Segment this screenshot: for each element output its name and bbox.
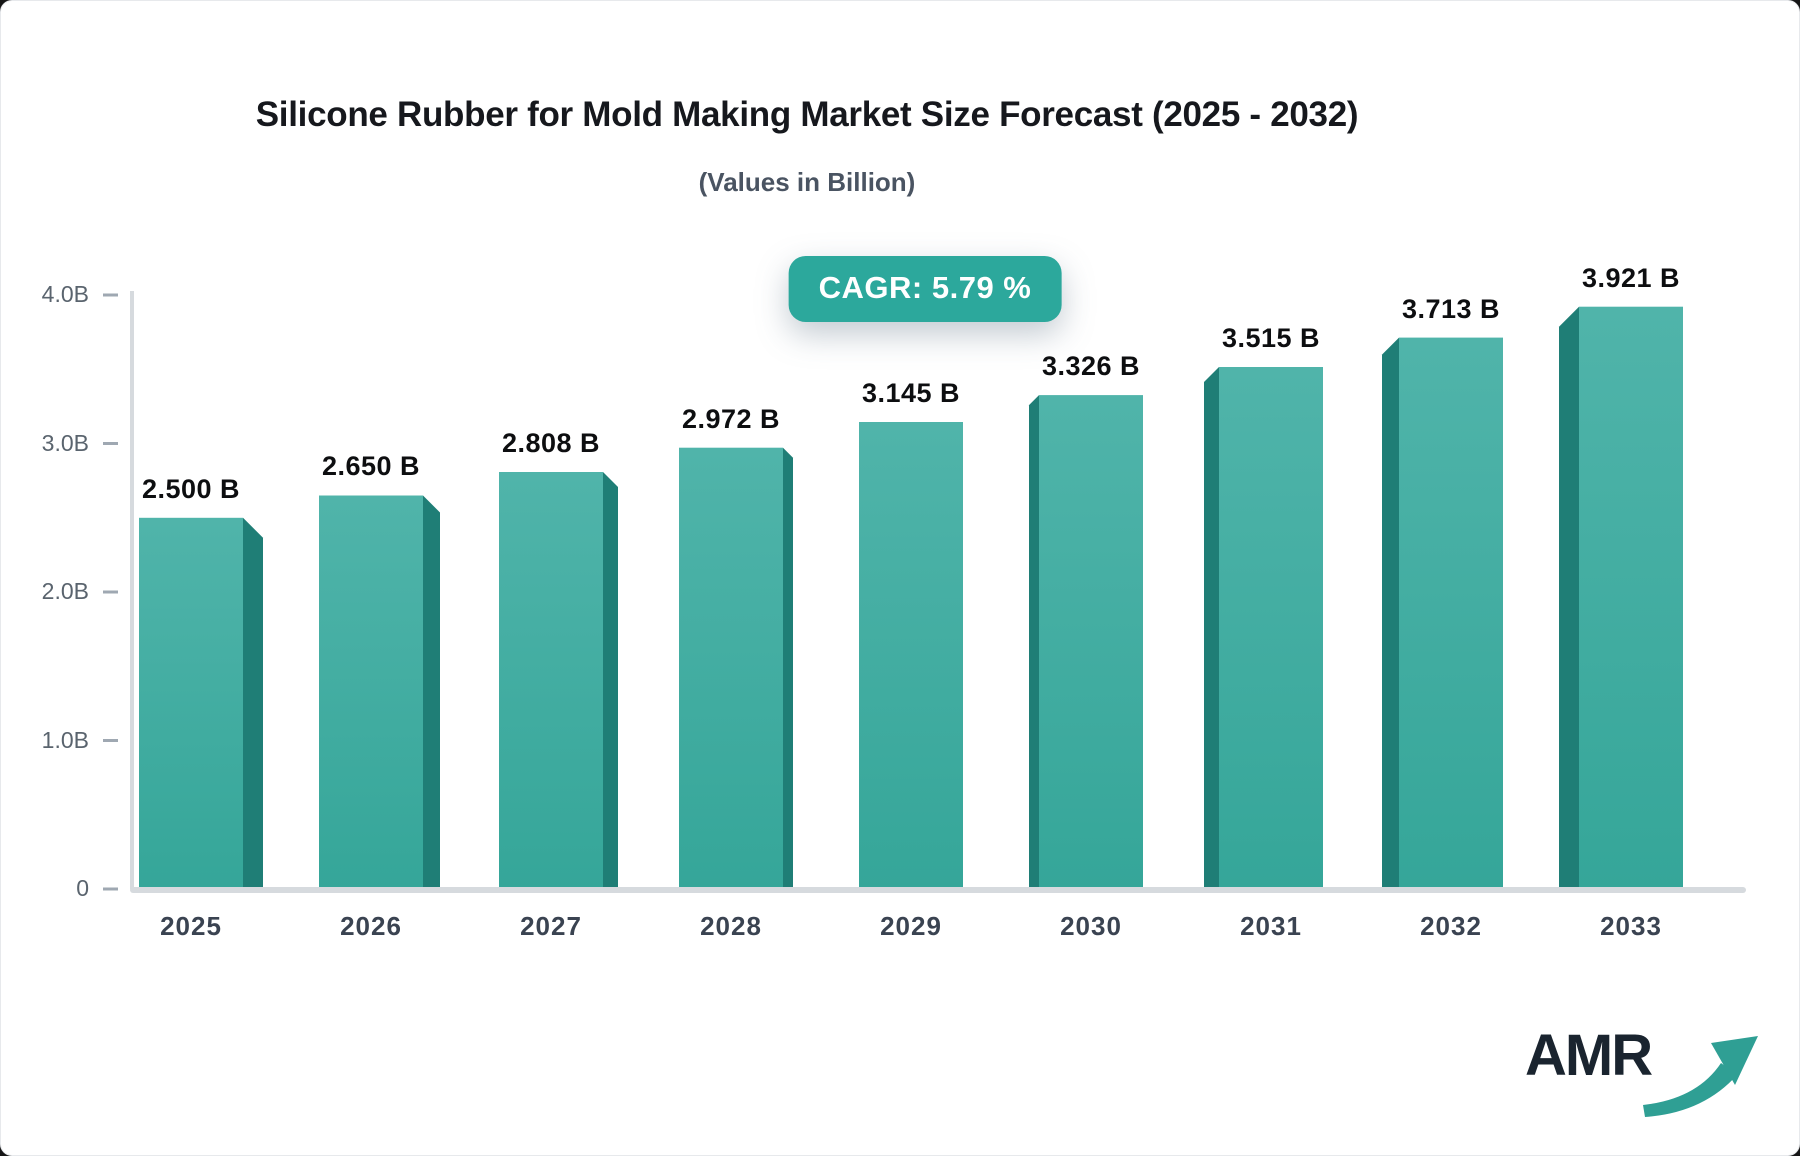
bar bbox=[679, 447, 783, 889]
bar-side-face bbox=[783, 447, 793, 889]
amr-logo: AMR bbox=[1525, 1027, 1763, 1121]
bar-side-face bbox=[603, 472, 618, 889]
bar-side-face bbox=[1382, 337, 1399, 890]
bar bbox=[859, 422, 963, 889]
bar-side-face bbox=[423, 495, 440, 889]
x-axis-label: 2026 bbox=[340, 911, 402, 941]
bar-side-face bbox=[1204, 367, 1219, 889]
cagr-badge: CAGR: 5.79 % bbox=[788, 256, 1062, 322]
bar-value-label: 3.515 B bbox=[1221, 323, 1321, 354]
bar-value-label: 2.808 B bbox=[501, 428, 601, 458]
bar-side-face bbox=[1559, 306, 1579, 889]
x-axis-label: 2027 bbox=[520, 911, 582, 941]
bar-value-label: 3.713 B bbox=[1401, 293, 1501, 324]
x-axis-label: 2033 bbox=[1600, 911, 1662, 941]
bar-value-label: 2.972 B bbox=[681, 403, 781, 434]
bar-value-label: 2.650 B bbox=[321, 451, 421, 482]
chart-title: Silicone Rubber for Mold Making Market S… bbox=[255, 95, 1359, 134]
bar-side-face bbox=[1029, 395, 1039, 889]
cagr-badge-label: CAGR: 5.79 % bbox=[818, 270, 1032, 305]
y-axis-label: 1.0B bbox=[41, 726, 89, 753]
chart-subtitle: (Values in Billion) bbox=[698, 167, 916, 197]
bar-value-label: 2.500 B bbox=[141, 473, 241, 504]
x-axis-label: 2032 bbox=[1420, 911, 1482, 941]
bar-value-label: 3.326 B bbox=[1041, 351, 1141, 382]
x-axis-label: 2030 bbox=[1060, 911, 1122, 941]
x-axis-label: 2031 bbox=[1240, 911, 1302, 941]
bar bbox=[1039, 395, 1143, 889]
bar bbox=[139, 517, 243, 890]
y-axis-label: 4.0B bbox=[41, 281, 89, 307]
x-axis-label: 2028 bbox=[700, 911, 762, 941]
bar bbox=[1399, 337, 1503, 890]
growth-arrow-icon bbox=[1643, 1036, 1759, 1117]
bar bbox=[1579, 306, 1683, 889]
x-axis-label: 2029 bbox=[880, 911, 942, 941]
y-axis-label: 0 bbox=[76, 875, 89, 901]
bar bbox=[1219, 367, 1323, 889]
bar-side-face bbox=[243, 517, 263, 889]
x-axis-label: 2025 bbox=[160, 911, 222, 941]
y-axis-label: 3.0B bbox=[41, 429, 89, 456]
bar bbox=[319, 495, 423, 889]
bar bbox=[499, 472, 603, 889]
y-axis-label: 2.0B bbox=[41, 578, 89, 604]
bar-value-label: 3.921 B bbox=[1581, 262, 1681, 293]
bar-value-label: 3.145 B bbox=[861, 377, 961, 408]
amr-logo-text: AMR bbox=[1525, 1023, 1653, 1088]
